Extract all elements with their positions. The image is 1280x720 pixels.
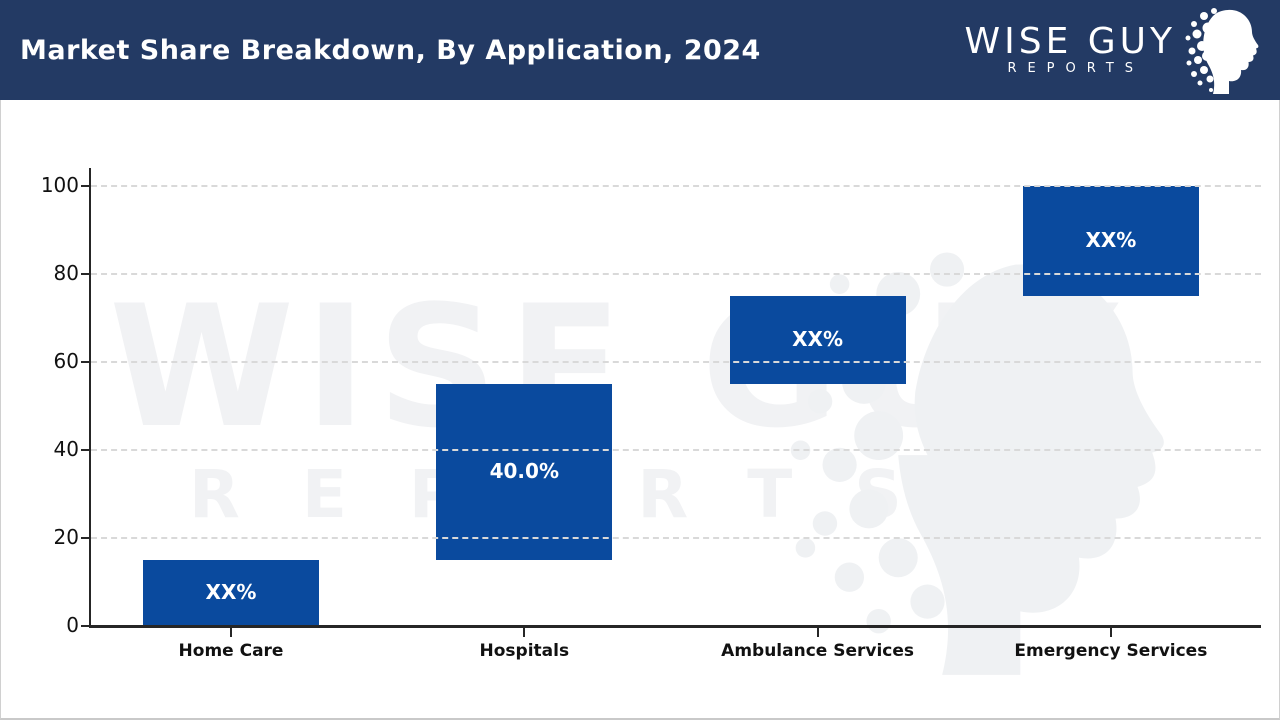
gridline-60	[91, 361, 1261, 363]
brand-logo: WISE GUY REPORTS	[965, 4, 1267, 96]
y-axis-line	[89, 168, 91, 628]
gridline-40	[91, 449, 1261, 451]
x-axis-line	[89, 625, 1261, 628]
x-category-label-home-care: Home Care	[178, 641, 284, 661]
page-title: Market Share Breakdown, By Application, …	[20, 34, 761, 66]
x-tick-mark-home-care	[230, 628, 232, 637]
bar-emergency-services	[1022, 186, 1199, 296]
brand-name: WISE GUY	[964, 21, 1176, 62]
y-tick-label-0: 0	[66, 613, 79, 637]
y-tick-mark-20	[81, 537, 90, 539]
y-tick-label-100: 100	[40, 173, 79, 197]
bar-value-label-emergency-services: XX%	[1085, 228, 1137, 252]
gridline-100	[91, 185, 1261, 187]
y-tick-label-80: 80	[53, 261, 79, 285]
gridline-80	[91, 273, 1261, 275]
bar-hospitals	[436, 384, 613, 560]
brand-face-icon	[1185, 8, 1259, 94]
y-tick-mark-100	[81, 185, 90, 187]
bar-value-label-home-care: XX%	[205, 580, 257, 604]
bar-value-label-hospitals: 40.0%	[489, 459, 559, 483]
bar-ambulance-services	[729, 296, 906, 384]
bar-home-care	[143, 560, 319, 626]
x-category-label-hospitals: Hospitals	[479, 641, 570, 661]
x-category-label-ambulance-services: Ambulance Services	[721, 641, 915, 661]
x-tick-mark-emergency-services	[1109, 628, 1112, 637]
y-tick-mark-0	[81, 625, 90, 627]
x-tick-mark-hospitals	[523, 628, 526, 637]
y-tick-mark-80	[81, 273, 90, 275]
header-bar: Market Share Breakdown, By Application, …	[0, 0, 1280, 100]
brand-logo-text: WISE GUY REPORTS	[965, 23, 1177, 77]
x-tick-mark-ambulance-services	[816, 628, 819, 637]
y-tick-mark-40	[81, 449, 90, 451]
y-tick-mark-60	[81, 361, 90, 363]
y-tick-label-20: 20	[53, 525, 79, 549]
watermark-head-icon	[786, 252, 1164, 675]
x-category-label-emergency-services: Emergency Services	[1014, 641, 1208, 661]
gridline-20	[91, 537, 1261, 539]
brand-subname: REPORTS	[1007, 61, 1145, 76]
bar-value-label-ambulance-services: XX%	[792, 327, 844, 351]
y-tick-label-60: 60	[53, 349, 79, 373]
y-tick-label-40: 40	[53, 437, 79, 461]
